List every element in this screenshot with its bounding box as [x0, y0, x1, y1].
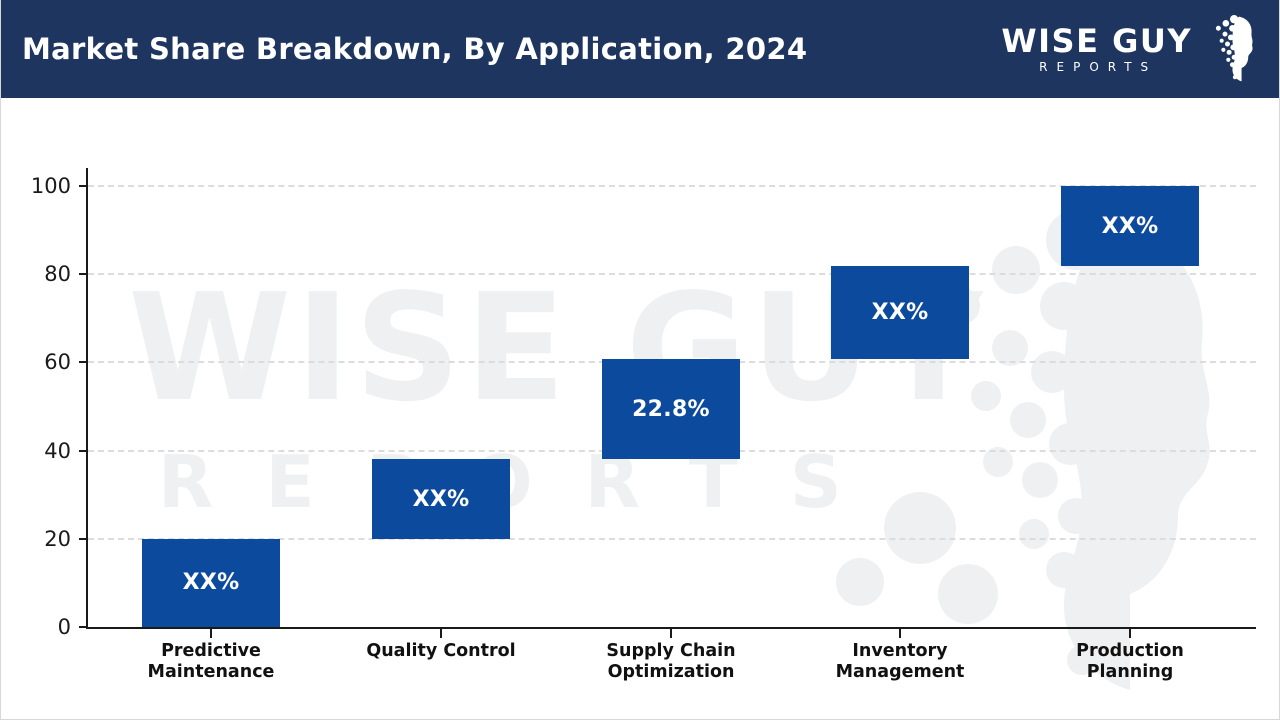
- x-tick-3: [670, 629, 672, 638]
- y-tick-label-100: 100: [30, 174, 71, 198]
- x-category-line: Optimization: [607, 661, 735, 682]
- bar-value-label-3: 22.8%: [632, 396, 710, 422]
- x-category-line: Maintenance: [147, 661, 275, 682]
- header-bar: Market Share Breakdown, By Application, …: [0, 0, 1280, 98]
- x-category-line: Predictive: [161, 641, 261, 661]
- bar-1: XX%: [142, 538, 280, 627]
- bar-value-label-5: XX%: [1101, 213, 1159, 239]
- y-tick-label-80: 80: [44, 262, 71, 287]
- x-category-label-3: Supply Chain Optimization: [556, 641, 786, 682]
- brand-subname: REPORTS: [1039, 60, 1158, 74]
- bar-5: XX%: [1061, 186, 1199, 267]
- y-tick-20: [79, 537, 88, 540]
- plot-area: 0 20 40 60 80 100 XX% Predictive Maintenance XX% Q…: [0, 98, 1280, 720]
- grid-line-20: [88, 537, 1256, 540]
- x-tick-5: [1129, 629, 1131, 638]
- y-tick-label-40: 40: [44, 438, 71, 463]
- x-category-line: Planning: [1086, 661, 1174, 682]
- x-category-line: Quality Control: [366, 641, 516, 661]
- x-tick-1: [210, 629, 212, 638]
- y-tick-80: [79, 273, 88, 276]
- x-tick-4: [899, 629, 901, 638]
- brand-logo-text: WISE GUY REPORTS: [1001, 25, 1192, 73]
- bar-3: 22.8%: [602, 358, 740, 460]
- x-category-label-5: Production Planning: [1015, 641, 1245, 682]
- y-axis-line: [86, 168, 88, 629]
- y-tick-0: [79, 626, 88, 628]
- grid-line-100: [88, 185, 1256, 187]
- y-tick-100: [79, 185, 88, 187]
- y-tick-40: [79, 449, 88, 452]
- x-category-line: Inventory: [852, 641, 948, 661]
- page-title: Market Share Breakdown, By Application, …: [22, 32, 808, 66]
- y-tick-label-20: 20: [44, 526, 71, 551]
- x-category-line: Management: [835, 661, 965, 682]
- bar-value-label-1: XX%: [182, 570, 240, 596]
- brand-name: WISE GUY: [1001, 22, 1192, 60]
- bar-4: XX%: [831, 266, 969, 359]
- dot-head-logo-icon: [1215, 15, 1253, 82]
- chart-canvas: WISE GUY REPORTS 0 20 40 60 80 100 XX% Predicti…: [0, 98, 1280, 720]
- brand-logo: WISE GUY REPORTS: [1001, 11, 1254, 87]
- x-tick-2: [440, 629, 442, 638]
- grid-line-80: [88, 273, 1256, 276]
- y-tick-60: [79, 361, 88, 364]
- bar-value-label-4: XX%: [871, 300, 929, 326]
- x-category-label-4: Inventory Management: [785, 641, 1015, 682]
- bar-2: XX%: [372, 459, 510, 539]
- x-category-line: Production: [1076, 641, 1184, 661]
- x-axis-line: [86, 627, 1256, 629]
- x-category-label-1: Predictive Maintenance: [96, 641, 326, 682]
- bar-value-label-2: XX%: [412, 486, 470, 512]
- y-tick-label-60: 60: [44, 350, 71, 375]
- y-tick-label-0: 0: [57, 615, 71, 639]
- x-category-line: Supply Chain: [606, 641, 736, 661]
- x-category-label-2: Quality Control: [326, 641, 556, 662]
